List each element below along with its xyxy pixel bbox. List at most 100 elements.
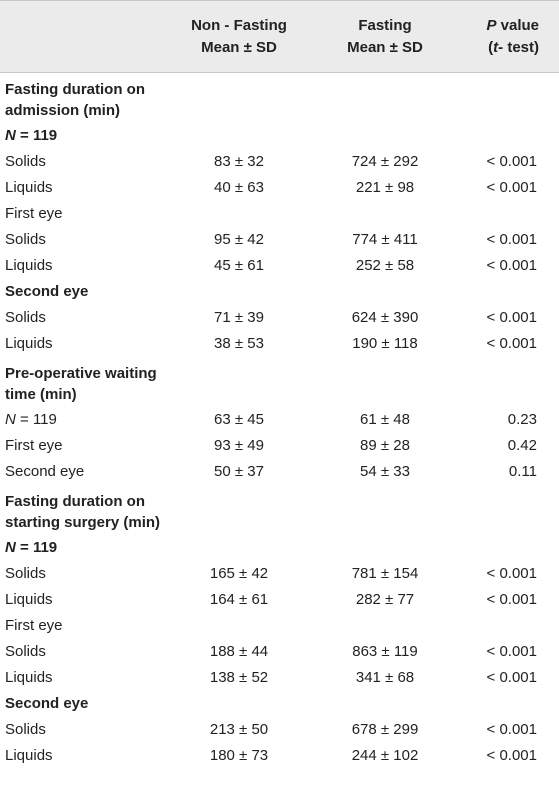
header-fasting-line2: Mean ± SD bbox=[347, 38, 423, 56]
row-label: First eye bbox=[5, 437, 63, 454]
row-label: Liquids bbox=[5, 179, 53, 196]
header-pvalue-test: - test) bbox=[498, 38, 539, 56]
cell-pvalue: 0.11 bbox=[508, 463, 537, 480]
cell-pvalue: < 0.001 bbox=[486, 747, 537, 764]
table-row: Solids 95 ± 42 774 ± 411 < 0.001 bbox=[0, 227, 559, 253]
row-label: Second eye bbox=[5, 463, 85, 480]
cell-nonfasting bbox=[168, 357, 310, 407]
table-row: Second eye bbox=[0, 691, 559, 717]
cell-pvalue: < 0.001 bbox=[486, 309, 537, 326]
cell-pvalue: 0.42 bbox=[507, 437, 537, 454]
cell-nonfasting bbox=[168, 535, 310, 561]
cell-fasting bbox=[310, 73, 460, 124]
cell-nonfasting: 63 ± 45 bbox=[214, 411, 264, 428]
header-pvalue-line1: P value bbox=[460, 15, 539, 37]
row-label: Solids bbox=[5, 721, 46, 738]
cell-pvalue: < 0.001 bbox=[486, 565, 537, 582]
cell-nonfasting bbox=[168, 123, 310, 149]
cell-nonfasting: 138 ± 52 bbox=[209, 669, 269, 686]
cell-fasting: 244 ± 102 bbox=[351, 747, 419, 764]
cell-nonfasting: 213 ± 50 bbox=[209, 721, 269, 738]
cell-fasting bbox=[310, 357, 460, 407]
cell-fasting bbox=[310, 535, 460, 561]
cell-nonfasting: 45 ± 61 bbox=[214, 257, 264, 274]
table-row: Solids 165 ± 42 781 ± 154 < 0.001 bbox=[0, 561, 559, 587]
cell-pvalue bbox=[460, 357, 559, 407]
header-cell-fasting: Fasting Mean ± SD bbox=[310, 0, 460, 73]
header-cell-nonfasting: Non - Fasting Mean ± SD bbox=[168, 0, 310, 73]
cell-pvalue bbox=[460, 485, 559, 535]
header-row: Non - Fasting Mean ± SD Fasting Mean ± S… bbox=[0, 0, 559, 73]
cell-nonfasting: 164 ± 61 bbox=[209, 591, 269, 608]
cell-pvalue bbox=[460, 535, 559, 561]
results-table: Non - Fasting Mean ± SD Fasting Mean ± S… bbox=[0, 0, 559, 770]
table-row: First eye bbox=[0, 613, 559, 639]
header-pvalue-t: t bbox=[493, 38, 499, 56]
cell-pvalue bbox=[460, 123, 559, 149]
cell-nonfasting: 188 ± 44 bbox=[209, 643, 269, 660]
row-label: Solids bbox=[5, 153, 46, 170]
header-cell-empty bbox=[0, 0, 168, 73]
cell-nonfasting: 180 ± 73 bbox=[209, 747, 269, 764]
cell-nonfasting: 38 ± 53 bbox=[214, 335, 264, 352]
row-label: Fasting duration on starting surgery (mi… bbox=[5, 493, 161, 531]
cell-fasting bbox=[310, 123, 460, 149]
cell-nonfasting: 50 ± 37 bbox=[214, 463, 264, 480]
cell-nonfasting bbox=[168, 613, 310, 639]
table-row: Liquids 164 ± 61 282 ± 77 < 0.001 bbox=[0, 587, 559, 613]
table-row: N = 119 63 ± 45 61 ± 48 0.23 bbox=[0, 407, 559, 433]
cell-fasting: 89 ± 28 bbox=[360, 437, 410, 454]
row-label: Liquids bbox=[5, 747, 53, 764]
row-label: First eye bbox=[5, 205, 63, 222]
cell-fasting: 678 ± 299 bbox=[351, 721, 419, 738]
row-label-n-value: = 119 bbox=[15, 411, 57, 428]
row-label: Solids bbox=[5, 309, 46, 326]
table-row: Solids 188 ± 44 863 ± 119 < 0.001 bbox=[0, 639, 559, 665]
table-row: Second eye 50 ± 37 54 ± 33 0.11 bbox=[0, 459, 559, 485]
table-row: Liquids 45 ± 61 252 ± 58 < 0.001 bbox=[0, 253, 559, 279]
table-row: Liquids 40 ± 63 221 ± 98 < 0.001 bbox=[0, 175, 559, 201]
cell-fasting: 774 ± 411 bbox=[352, 231, 418, 248]
cell-pvalue: < 0.001 bbox=[486, 591, 537, 608]
cell-pvalue: < 0.001 bbox=[486, 335, 537, 352]
cell-nonfasting: 95 ± 42 bbox=[214, 231, 264, 248]
row-label: Solids bbox=[5, 643, 46, 660]
cell-nonfasting: 83 ± 32 bbox=[214, 153, 264, 170]
table-body: Fasting duration on admission (min) N = 1… bbox=[0, 73, 559, 770]
row-label-n: N bbox=[5, 411, 16, 428]
cell-fasting: 61 ± 48 bbox=[360, 411, 410, 428]
cell-pvalue: < 0.001 bbox=[486, 179, 537, 196]
row-label: Second eye bbox=[5, 695, 89, 712]
table-row: Liquids 180 ± 73 244 ± 102 < 0.001 bbox=[0, 743, 559, 769]
cell-fasting: 190 ± 118 bbox=[352, 335, 418, 352]
row-label: Fasting duration on admission (min) bbox=[5, 81, 145, 119]
row-label: Liquids bbox=[5, 669, 53, 686]
header-pvalue-word: value bbox=[496, 16, 539, 34]
header-cell-pvalue: P value (t- test) bbox=[460, 0, 559, 73]
table-row: N = 119 bbox=[0, 535, 559, 561]
header-pvalue-line2: (t- test) bbox=[460, 37, 539, 59]
cell-pvalue: < 0.001 bbox=[486, 153, 537, 170]
table-row: Pre-operative waiting time (min) bbox=[0, 357, 559, 407]
cell-nonfasting: 71 ± 39 bbox=[214, 309, 264, 326]
header-pvalue-open: ( bbox=[488, 38, 494, 56]
row-label: Solids bbox=[5, 565, 46, 582]
cell-nonfasting: 40 ± 63 bbox=[214, 179, 264, 196]
row-label: Liquids bbox=[5, 335, 53, 352]
cell-nonfasting bbox=[168, 73, 310, 124]
table-row: N = 119 bbox=[0, 123, 559, 149]
table-row: Fasting duration on admission (min) bbox=[0, 73, 559, 124]
cell-fasting bbox=[310, 485, 460, 535]
row-label: N = 119 bbox=[0, 123, 168, 149]
cell-fasting: 282 ± 77 bbox=[355, 591, 415, 608]
cell-nonfasting bbox=[168, 279, 310, 305]
header-nonfasting-line1: Non - Fasting bbox=[191, 16, 287, 34]
cell-pvalue: < 0.001 bbox=[486, 721, 537, 738]
header-fasting-line1: Fasting bbox=[358, 16, 412, 34]
cell-pvalue: < 0.001 bbox=[486, 669, 537, 686]
row-label: Liquids bbox=[5, 591, 53, 608]
row-label-n-value: = 119 bbox=[15, 539, 58, 556]
cell-nonfasting: 165 ± 42 bbox=[209, 565, 269, 582]
cell-pvalue bbox=[460, 691, 559, 717]
cell-fasting: 781 ± 154 bbox=[351, 565, 419, 582]
